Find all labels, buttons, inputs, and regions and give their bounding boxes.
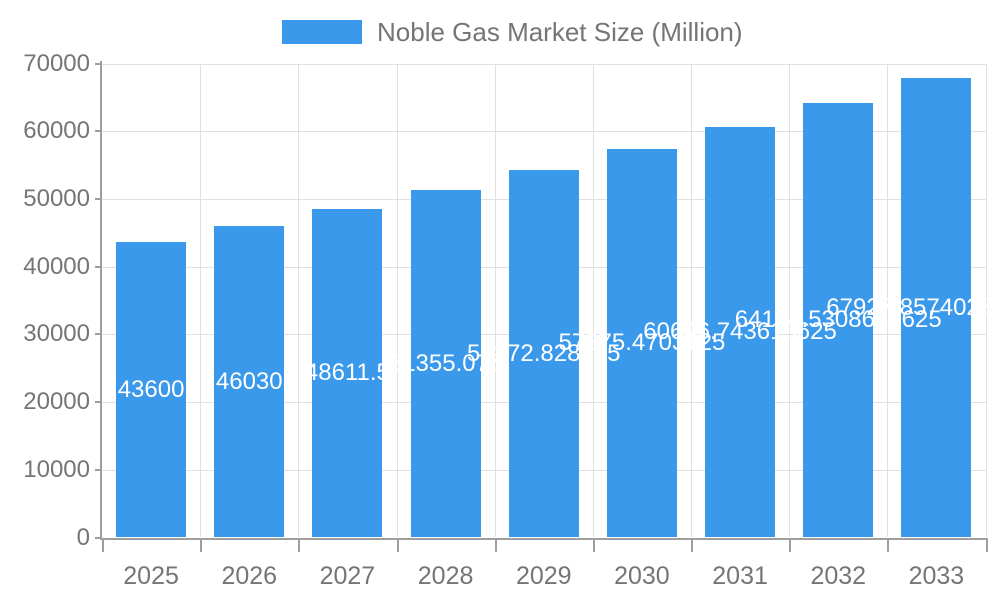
y-tick-label: 40000 [23,252,90,280]
y-tick-label: 10000 [23,455,90,483]
x-tick-label: 2027 [319,562,376,590]
y-axis-tick [95,265,102,268]
x-axis-tick [200,537,203,552]
bar[interactable] [606,149,677,538]
y-axis-line [100,60,102,540]
x-tick-label: 2026 [221,562,278,590]
y-tick-label: 20000 [23,388,90,416]
v-gridline [592,63,594,538]
v-gridline [200,63,202,538]
legend-swatch [282,20,362,44]
x-tick-label: 2029 [515,562,572,590]
y-axis-tick [95,401,102,404]
v-gridline [494,63,496,538]
bar-value-label: 67927.85740234375 [826,293,1000,321]
y-axis-tick [95,130,102,133]
bar-value-label: 46030 [215,367,283,395]
x-axis-tick [396,537,399,552]
v-gridline [985,63,987,538]
x-tick-label: 2031 [712,562,768,590]
bar-value-label: 60646.743615625 [643,318,837,346]
bar-value-label: 54272.828125 [467,339,621,367]
bar-value-label: 64184.5308645625 [734,306,942,334]
bar-value-label: 48611.5 [304,359,390,386]
x-axis-tick [691,537,693,552]
x-axis-tick [592,537,595,552]
bar[interactable] [803,103,874,538]
v-gridline [298,63,300,538]
v-gridline [887,63,889,538]
y-tick-label: 30000 [23,320,90,348]
legend[interactable]: Noble Gas Market Size (Million) [282,16,743,47]
bar-value-label: 57375.4703125 [558,329,726,357]
y-axis-tick [95,536,102,539]
v-gridline [396,63,398,538]
y-axis-tick [95,333,102,336]
y-tick-label: 0 [76,523,90,551]
bar[interactable] [116,242,187,538]
x-axis-line [100,537,986,540]
bar[interactable] [901,77,972,538]
bar-value-label: 43600 [117,375,185,403]
y-axis-tick [95,468,102,471]
x-tick-label: 2028 [417,562,474,590]
y-axis-tick [95,62,102,65]
x-axis-tick [985,537,988,552]
x-tick-label: 2032 [810,562,867,590]
v-gridline [789,63,791,538]
x-axis-tick [887,537,890,552]
bar-value-label: 51355.075 [388,349,503,377]
x-tick-label: 2030 [614,562,670,590]
bar[interactable] [214,225,285,538]
y-tick-label: 70000 [23,49,90,77]
y-tick-label: 60000 [23,117,90,145]
h-gridline [102,131,986,133]
y-axis-tick [95,198,102,201]
x-axis-tick [494,537,497,552]
bar[interactable] [312,208,383,538]
x-tick-label: 2033 [908,562,965,590]
bar[interactable] [705,127,776,538]
y-tick-label: 50000 [23,185,90,213]
x-axis-tick [298,537,301,552]
x-axis-tick [789,537,792,552]
x-tick-label: 2025 [123,562,179,590]
bar[interactable] [508,170,579,538]
v-gridline [691,63,692,538]
legend-label: Noble Gas Market Size (Million) [377,16,743,47]
h-gridline [102,63,986,65]
x-axis-tick [102,537,104,552]
bar[interactable] [410,189,481,538]
